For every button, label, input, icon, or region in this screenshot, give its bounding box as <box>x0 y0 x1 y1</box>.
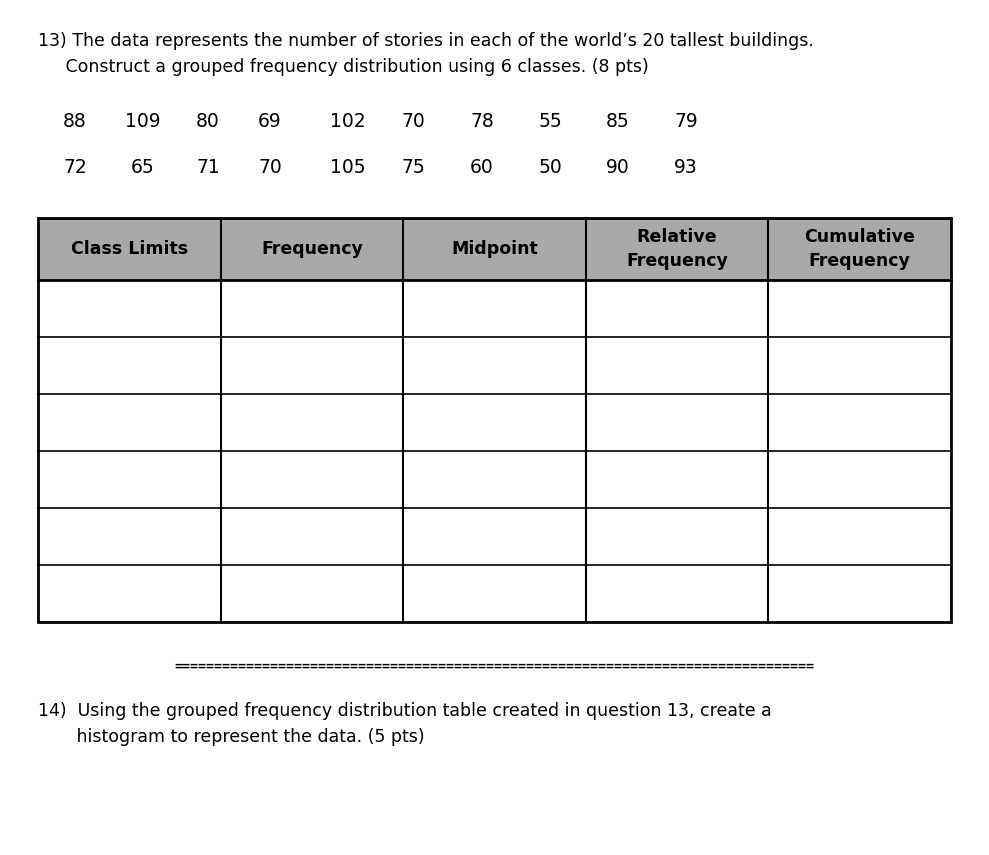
Text: Construct a grouped frequency distribution using 6 classes. (8 pts): Construct a grouped frequency distributi… <box>38 58 649 76</box>
Text: Cumulative
Frequency: Cumulative Frequency <box>804 228 915 270</box>
Text: 72: 72 <box>63 158 87 177</box>
Bar <box>38 218 951 622</box>
Text: Relative
Frequency: Relative Frequency <box>626 228 728 270</box>
Text: Frequency: Frequency <box>261 240 363 258</box>
Text: ================================================================================: ========================================… <box>174 660 814 673</box>
Text: 70: 70 <box>258 158 282 177</box>
Text: 75: 75 <box>402 158 425 177</box>
Text: 55: 55 <box>538 112 562 131</box>
Text: 69: 69 <box>258 112 282 131</box>
Text: 13) The data represents the number of stories in each of the world’s 20 tallest : 13) The data represents the number of st… <box>38 32 814 50</box>
Text: 14)  Using the grouped frequency distribution table created in question 13, crea: 14) Using the grouped frequency distribu… <box>38 702 771 720</box>
Text: 70: 70 <box>402 112 425 131</box>
Text: 50: 50 <box>538 158 562 177</box>
Text: 93: 93 <box>674 158 698 177</box>
Text: 79: 79 <box>674 112 698 131</box>
Text: histogram to represent the data. (5 pts): histogram to represent the data. (5 pts) <box>38 728 424 746</box>
Text: 80: 80 <box>196 112 220 131</box>
Text: 109: 109 <box>126 112 161 131</box>
Text: 65: 65 <box>132 158 155 177</box>
Text: 105: 105 <box>330 158 366 177</box>
Text: 85: 85 <box>606 112 630 131</box>
Text: Midpoint: Midpoint <box>451 240 538 258</box>
Text: 71: 71 <box>196 158 220 177</box>
Text: 78: 78 <box>470 112 494 131</box>
Text: 102: 102 <box>330 112 366 131</box>
Text: 90: 90 <box>606 158 630 177</box>
Text: 60: 60 <box>470 158 494 177</box>
Text: Class Limits: Class Limits <box>71 240 188 258</box>
Text: 88: 88 <box>63 112 87 131</box>
Bar <box>38 218 951 280</box>
Bar <box>38 280 951 622</box>
